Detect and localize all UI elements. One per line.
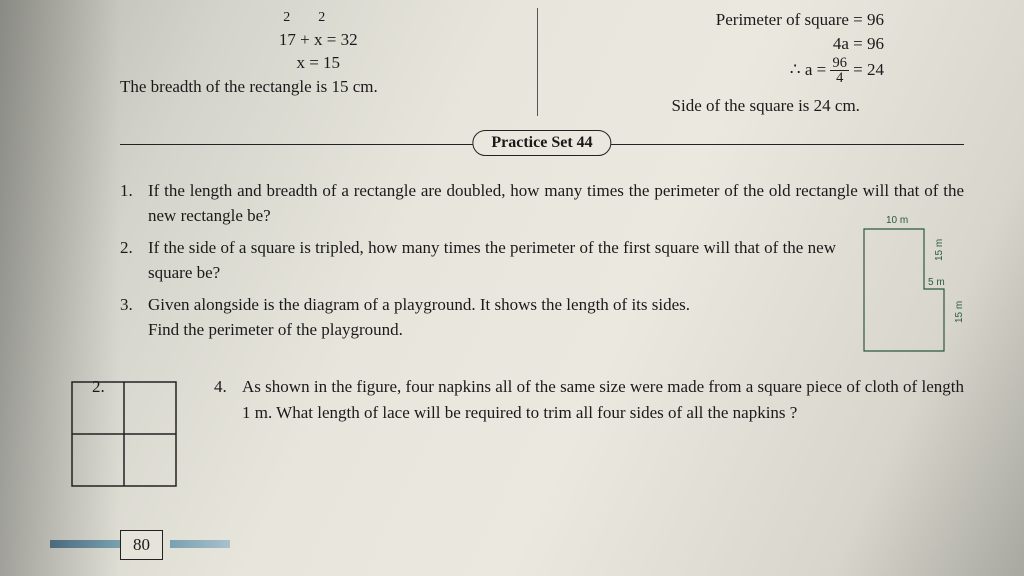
page-number: 80	[120, 530, 163, 560]
eq-4a: 4a = 96	[568, 32, 965, 56]
right-conclusion: Side of the square is 24 cm.	[568, 96, 965, 116]
frac-num: 96	[830, 56, 848, 71]
section-divider: Practice Set 44	[120, 130, 964, 160]
svg-text:15 m: 15 m	[934, 238, 945, 260]
question-3a: Given alongside is the diagram of a play…	[148, 295, 690, 314]
practice-set-badge: Practice Set 44	[472, 130, 611, 156]
question-1: If the length and breadth of a rectangle…	[120, 178, 964, 229]
practice-questions: If the length and breadth of a rectangle…	[120, 178, 964, 502]
question-4: As shown in the figure, four napkins all…	[242, 377, 964, 422]
question-2: If the side of a square is tripled, how …	[148, 235, 836, 286]
example-left: 22 17 + x = 32 x = 15 The breadth of the…	[120, 8, 537, 116]
eq-a-prefix: ∴ a =	[790, 59, 831, 78]
playground-figure: 10 m 15 m 5 m 15 m	[854, 211, 964, 369]
question-3b: Find the perimeter of the playground.	[148, 317, 836, 343]
left-conclusion: The breadth of the rectangle is 15 cm.	[120, 77, 517, 97]
exp-a: 2	[283, 10, 318, 25]
svg-text:10 m: 10 m	[886, 215, 908, 226]
worked-examples: 22 17 + x = 32 x = 15 The breadth of the…	[120, 8, 964, 116]
napkin-figure	[64, 374, 184, 502]
exp-b: 2	[318, 10, 353, 25]
page-bar-left	[50, 540, 120, 548]
eq-a: ∴ a = 964 = 24	[568, 56, 965, 86]
example-right: Perimeter of square = 96 4a = 96 ∴ a = 9…	[537, 8, 965, 116]
question-2-3-block: If the side of a square is tripled, how …	[120, 235, 964, 369]
frac-den: 4	[830, 71, 848, 85]
svg-text:15 m: 15 m	[954, 300, 964, 322]
svg-text:5 m: 5 m	[928, 277, 945, 288]
question-4-row: 4. As shown in the figure, four napkins …	[92, 374, 964, 502]
perimeter-line: Perimeter of square = 96	[568, 8, 965, 32]
page-bar-right	[170, 540, 230, 548]
eq-line3: x = 15	[120, 51, 517, 75]
eq-line2: 17 + x = 32	[120, 28, 517, 52]
eq-a-suffix: = 24	[849, 59, 884, 78]
